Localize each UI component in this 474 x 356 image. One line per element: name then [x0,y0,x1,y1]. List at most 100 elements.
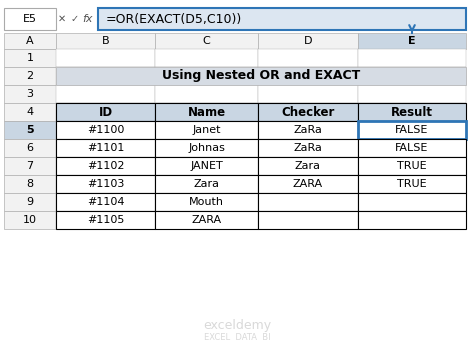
Text: TRUE: TRUE [397,179,427,189]
Text: 10: 10 [23,215,37,225]
Bar [258,193,358,211]
Bar [358,211,466,229]
Text: Using Nested OR and EXACT: Using Nested OR and EXACT [162,69,360,83]
Text: E: E [408,36,416,46]
Text: EXCEL  DATA  BI: EXCEL DATA BI [204,334,270,342]
Bar [4,121,56,139]
Bar [358,175,466,193]
Text: Zara: Zara [295,161,321,171]
Text: 5: 5 [26,125,34,135]
Bar [258,33,358,49]
Text: 6: 6 [27,143,34,153]
Bar [358,121,466,139]
Text: Zara: Zara [193,179,219,189]
Text: A: A [26,36,34,46]
Bar [155,157,258,175]
Text: #1100: #1100 [87,125,124,135]
Bar [258,157,358,175]
Bar [56,157,155,175]
Bar [4,67,56,85]
Bar [358,157,466,175]
Bar [258,211,358,229]
Text: ZARA: ZARA [191,215,221,225]
Bar [258,103,358,121]
Text: Checker: Checker [281,105,335,119]
Bar [56,67,155,85]
Bar [258,211,358,229]
Text: Janet: Janet [192,125,221,135]
Text: 1: 1 [27,53,34,63]
Bar [358,49,466,67]
Bar [155,67,258,85]
Bar [4,49,56,67]
Bar [258,121,358,139]
Bar [4,157,56,175]
Bar [155,175,258,193]
Bar [358,193,466,211]
Bar [56,121,155,139]
Bar [155,139,258,157]
Bar [358,139,466,157]
Bar [56,103,155,121]
Text: 4: 4 [27,107,34,117]
Text: ZaRa: ZaRa [293,125,322,135]
Text: ✓: ✓ [71,14,79,24]
Bar [155,157,258,175]
Bar [155,139,258,157]
Bar [358,193,466,211]
Bar [56,67,466,85]
Bar [155,85,258,103]
Bar [4,139,56,157]
Bar [358,175,466,193]
Text: Name: Name [187,105,226,119]
Text: TRUE: TRUE [397,161,427,171]
Bar [155,211,258,229]
Bar [155,103,258,121]
Bar [358,139,466,157]
Text: FALSE: FALSE [395,143,428,153]
Bar [258,157,358,175]
Bar [258,193,358,211]
Text: 7: 7 [27,161,34,171]
Bar [4,85,56,103]
Bar [258,67,358,85]
Text: ZaRa: ZaRa [293,143,322,153]
Text: D: D [304,36,312,46]
Bar [358,103,466,121]
Text: 3: 3 [27,89,34,99]
Text: 2: 2 [27,71,34,81]
Bar [4,175,56,193]
Text: Mouth: Mouth [189,197,224,207]
Text: Result: Result [391,105,433,119]
Bar [155,211,258,229]
Bar [4,193,56,211]
Bar [258,175,358,193]
Bar [56,121,155,139]
Text: exceldemy: exceldemy [203,319,271,331]
Text: C: C [202,36,210,46]
Bar [56,85,155,103]
Bar [358,103,466,121]
Text: #1105: #1105 [87,215,124,225]
Bar [258,85,358,103]
Bar [358,211,466,229]
Bar [358,121,466,139]
Bar [155,121,258,139]
Text: ZARA: ZARA [293,179,323,189]
Bar [56,33,155,49]
Bar [258,49,358,67]
Bar [56,193,155,211]
Bar [56,175,155,193]
Bar [258,121,358,139]
Bar [56,211,155,229]
Text: 8: 8 [27,179,34,189]
Bar [56,193,155,211]
Bar [358,67,466,85]
Bar [4,103,56,121]
Bar [56,139,155,157]
Text: ✕: ✕ [58,14,66,24]
Bar [155,121,258,139]
Bar [56,139,155,157]
Text: FALSE: FALSE [395,125,428,135]
Bar [56,211,155,229]
